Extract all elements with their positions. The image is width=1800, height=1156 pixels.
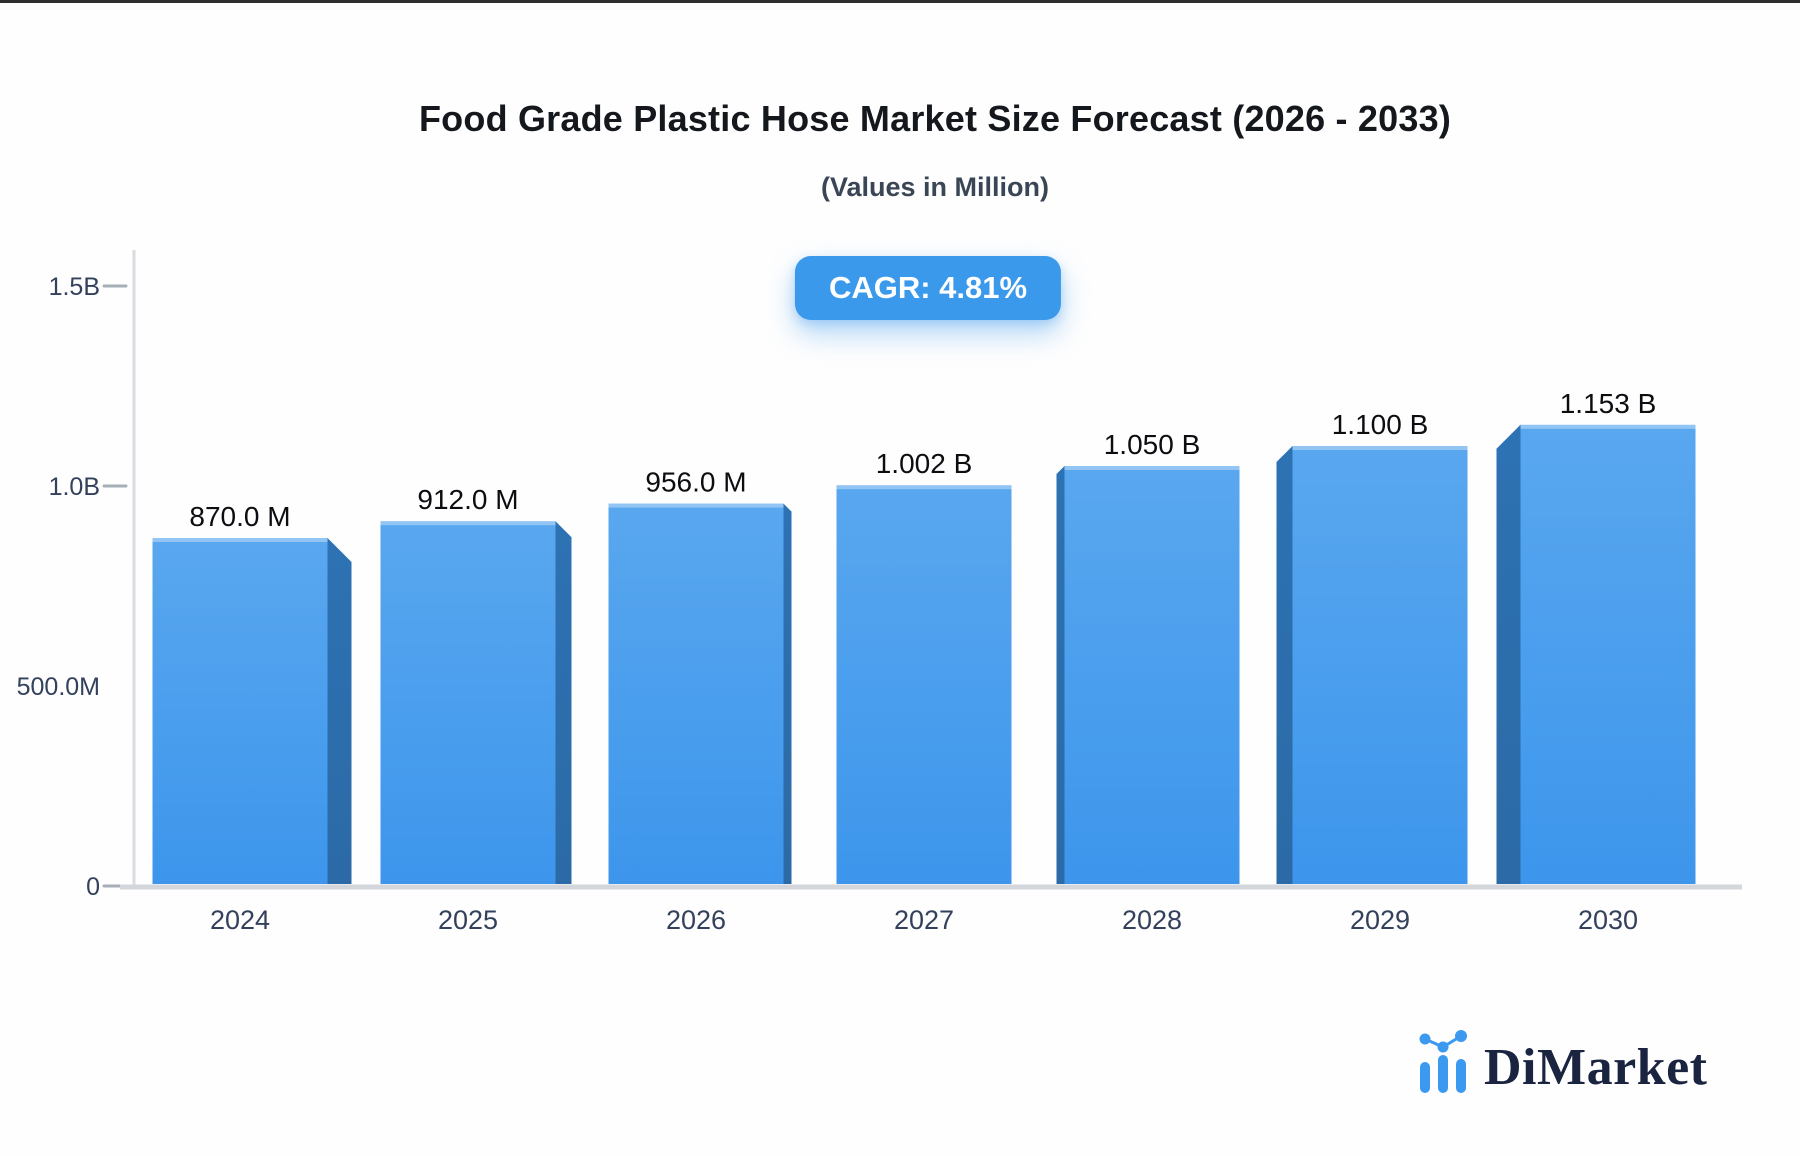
y-axis-label: 0 <box>86 873 100 901</box>
bar-2025 <box>380 521 556 884</box>
bar-2029 <box>1292 446 1468 884</box>
bar-side-3d-2029 <box>1276 446 1293 884</box>
x-axis-label-2030: 2030 <box>1578 905 1638 935</box>
dimarket-logo: DiMarket <box>1418 1028 1707 1094</box>
bar-2030 <box>1520 424 1696 884</box>
x-axis-label-2025: 2025 <box>438 905 498 935</box>
bar-side-3d-2028 <box>1056 466 1065 884</box>
bar-value-label: 956.0 M <box>645 467 746 498</box>
bar-2027 <box>836 485 1012 884</box>
logo-text: DiMarket <box>1484 1039 1708 1096</box>
x-axis-label-2029: 2029 <box>1350 905 1410 935</box>
bar-value-label: 1.100 B <box>1332 409 1429 440</box>
x-axis-label-2024: 2024 <box>210 905 270 935</box>
bar-top-highlight <box>380 521 556 526</box>
bar-side-3d-2030 <box>1496 424 1521 884</box>
bar-2026 <box>608 503 784 884</box>
y-axis-label: 500.0M <box>17 673 100 701</box>
bar-side-3d-2025 <box>555 521 572 884</box>
x-axis-label-2027: 2027 <box>894 905 954 935</box>
mini-bar-chart-icon <box>1419 1030 1467 1093</box>
bar-side-3d-2026 <box>783 503 792 884</box>
bar-value-label: 1.002 B <box>876 448 973 479</box>
x-axis-label-2026: 2026 <box>666 905 726 935</box>
y-axis-label: 1.5B <box>49 273 100 301</box>
bar-value-label: 1.050 B <box>1104 429 1201 460</box>
bar-value-label: 1.153 B <box>1560 388 1657 419</box>
top-border-line <box>0 0 1800 3</box>
bar-2028 <box>1064 466 1240 884</box>
bar-side-3d-2024 <box>327 538 352 884</box>
bar-top-highlight <box>1292 446 1468 450</box>
bar-value-label: 870.0 M <box>189 501 290 532</box>
bar-top-highlight <box>1520 424 1696 429</box>
bar-top-highlight <box>1064 466 1240 470</box>
y-axis-label: 1.0B <box>49 473 100 501</box>
bar-top-highlight <box>608 503 784 508</box>
chart-title: Food Grade Plastic Hose Market Size Fore… <box>418 98 1452 139</box>
bar-value-label: 912.0 M <box>417 484 518 515</box>
x-axis-label-2028: 2028 <box>1122 905 1182 935</box>
cagr-badge: CAGR: 4.81% <box>794 256 1062 320</box>
bar-top-highlight <box>836 485 1012 490</box>
bar-2024 <box>152 538 328 884</box>
chart-subtitle: (Values in Million) <box>820 172 1050 202</box>
bar-top-highlight <box>152 538 328 542</box>
